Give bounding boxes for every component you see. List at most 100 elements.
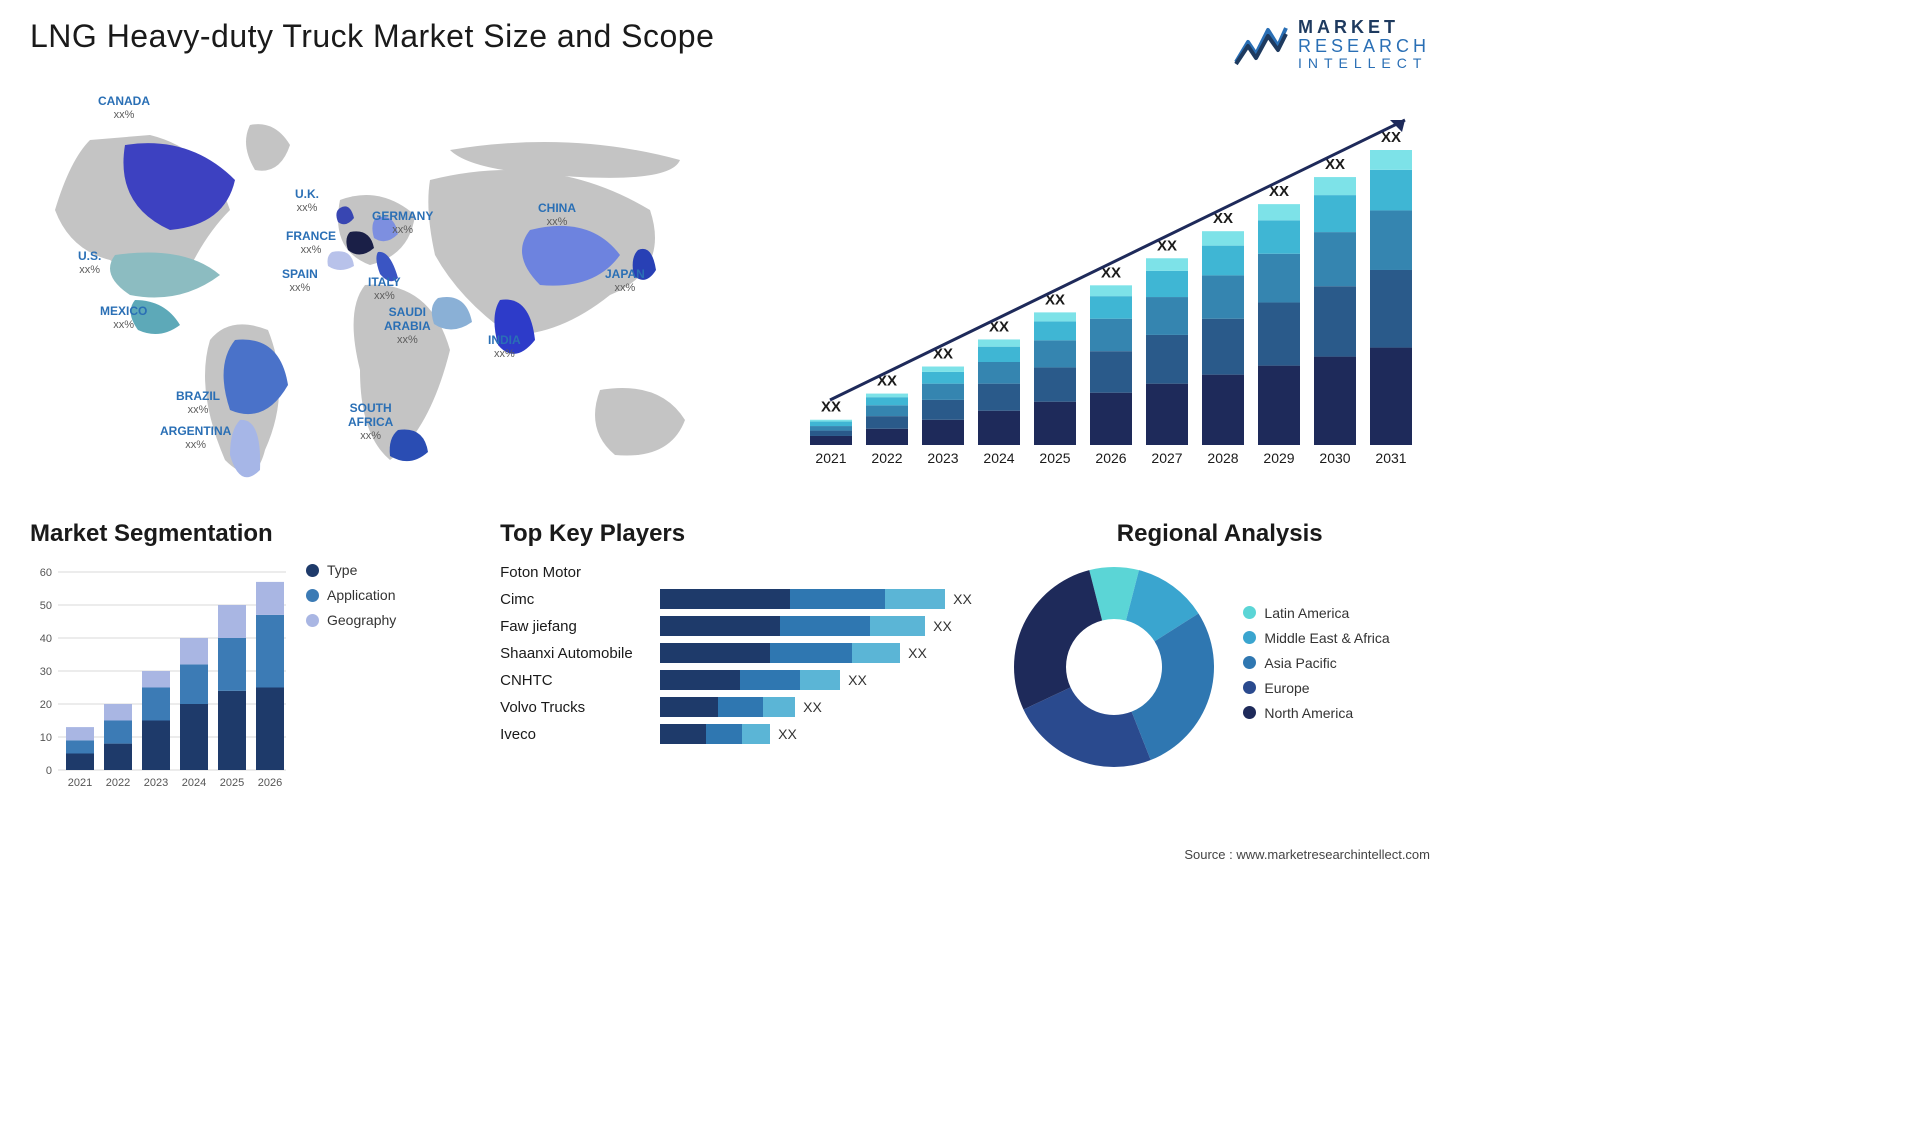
player-bar — [660, 697, 795, 717]
players-heading: Top Key Players — [500, 520, 979, 548]
main-bar-segment — [810, 422, 852, 427]
player-bar — [660, 724, 770, 744]
legend-label: Latin America — [1264, 605, 1349, 621]
logo-line2: RESEARCH — [1298, 37, 1430, 56]
main-bar-segment — [1202, 246, 1244, 276]
map-label: SAUDIARABIAxx% — [384, 306, 431, 346]
player-bar-segment — [763, 697, 795, 717]
main-bar-label: XX — [821, 399, 841, 416]
legend-swatch — [1243, 606, 1256, 619]
player-bar-wrap: XX — [660, 616, 979, 636]
main-bar-segment — [1370, 348, 1412, 445]
player-bar-segment — [740, 670, 800, 690]
map-label: U.K.xx% — [295, 188, 319, 214]
seg-bar-segment — [142, 671, 170, 688]
map-label: FRANCExx% — [286, 230, 336, 256]
legend-label: Europe — [1264, 680, 1309, 696]
main-bar-segment — [978, 411, 1020, 445]
seg-bar-segment — [104, 721, 132, 744]
page-title: LNG Heavy-duty Truck Market Size and Sco… — [30, 18, 714, 55]
main-bar-segment — [866, 416, 908, 429]
seg-ytick: 20 — [40, 699, 52, 711]
player-bar-wrap: XX — [660, 589, 979, 609]
seg-year-label: 2025 — [220, 777, 244, 789]
main-bar-segment — [1258, 302, 1300, 365]
main-year-label: 2027 — [1151, 450, 1182, 466]
main-bar-segment — [810, 426, 852, 431]
seg-ytick: 60 — [40, 567, 52, 579]
legend-swatch — [306, 564, 319, 577]
main-bar-segment — [866, 394, 908, 398]
logo: MARKET RESEARCH INTELLECT — [1234, 18, 1430, 70]
legend-swatch — [1243, 631, 1256, 644]
player-name: Faw jiefang — [500, 618, 660, 635]
player-bar-segment — [742, 724, 770, 744]
legend-item: Type — [306, 562, 396, 578]
seg-bar-segment — [180, 638, 208, 664]
main-bar-segment — [866, 405, 908, 416]
main-bar-segment — [1034, 367, 1076, 401]
main-bar-segment — [1314, 195, 1356, 232]
seg-bar-segment — [218, 605, 246, 638]
main-bar-segment — [1370, 210, 1412, 270]
map-label: INDIAxx% — [488, 334, 521, 360]
main-year-label: 2028 — [1207, 450, 1238, 466]
main-bar-segment — [1314, 177, 1356, 195]
player-value: XX — [908, 645, 927, 661]
main-bar-segment — [1370, 150, 1412, 170]
player-row: Faw jiefangXX — [500, 616, 979, 636]
player-name: Iveco — [500, 726, 660, 743]
map-label: U.S.xx% — [78, 250, 101, 276]
donut-slice — [1132, 614, 1214, 760]
player-bar-wrap: XX — [660, 643, 979, 663]
segmentation-section: Market Segmentation 01020304050602021202… — [30, 520, 470, 820]
legend-label: Asia Pacific — [1264, 655, 1336, 671]
seg-bar-segment — [104, 704, 132, 721]
main-bar-segment — [1090, 319, 1132, 351]
map-label: ARGENTINAxx% — [160, 425, 231, 451]
legend-label: North America — [1264, 705, 1353, 721]
main-bar-segment — [810, 431, 852, 436]
player-bar-segment — [780, 616, 870, 636]
main-bar-segment — [1034, 402, 1076, 445]
seg-year-label: 2026 — [258, 777, 282, 789]
legend-swatch — [306, 614, 319, 627]
segmentation-heading: Market Segmentation — [30, 520, 470, 548]
map-label: BRAZILxx% — [176, 390, 220, 416]
main-bar-segment — [1258, 220, 1300, 253]
player-bar — [660, 643, 900, 663]
player-bar-wrap: XX — [660, 724, 979, 744]
player-bar-segment — [770, 643, 852, 663]
main-bar-segment — [1258, 254, 1300, 303]
player-bar-segment — [706, 724, 742, 744]
legend-label: Type — [327, 562, 357, 578]
main-bar-segment — [1034, 312, 1076, 321]
main-year-label: 2031 — [1375, 450, 1406, 466]
seg-bar-segment — [104, 744, 132, 770]
seg-bar-segment — [180, 664, 208, 704]
seg-bar-segment — [66, 740, 94, 753]
player-value: XX — [953, 591, 972, 607]
player-bar — [660, 589, 945, 609]
country-southafrica — [390, 429, 428, 461]
main-bar-segment — [1258, 366, 1300, 445]
legend-swatch — [1243, 656, 1256, 669]
seg-ytick: 50 — [40, 600, 52, 612]
main-bar-segment — [1090, 351, 1132, 392]
main-year-label: 2023 — [927, 450, 958, 466]
player-row: CNHTCXX — [500, 670, 979, 690]
logo-line1: MARKET — [1298, 18, 1430, 37]
player-bar-segment — [800, 670, 840, 690]
player-bar-segment — [660, 643, 770, 663]
main-bar-segment — [1202, 275, 1244, 318]
player-row: Shaanxi AutomobileXX — [500, 643, 979, 663]
logo-line3: INTELLECT — [1298, 56, 1430, 71]
legend-item: Asia Pacific — [1243, 655, 1389, 671]
main-bar-segment — [1258, 204, 1300, 220]
player-value: XX — [778, 726, 797, 742]
main-bar-segment — [922, 367, 964, 372]
player-bar-segment — [885, 589, 945, 609]
main-bar-segment — [1034, 340, 1076, 367]
market-size-svg: XX2021XX2022XX2023XX2024XX2025XX2026XX20… — [790, 100, 1430, 470]
main-bar-segment — [978, 339, 1020, 346]
